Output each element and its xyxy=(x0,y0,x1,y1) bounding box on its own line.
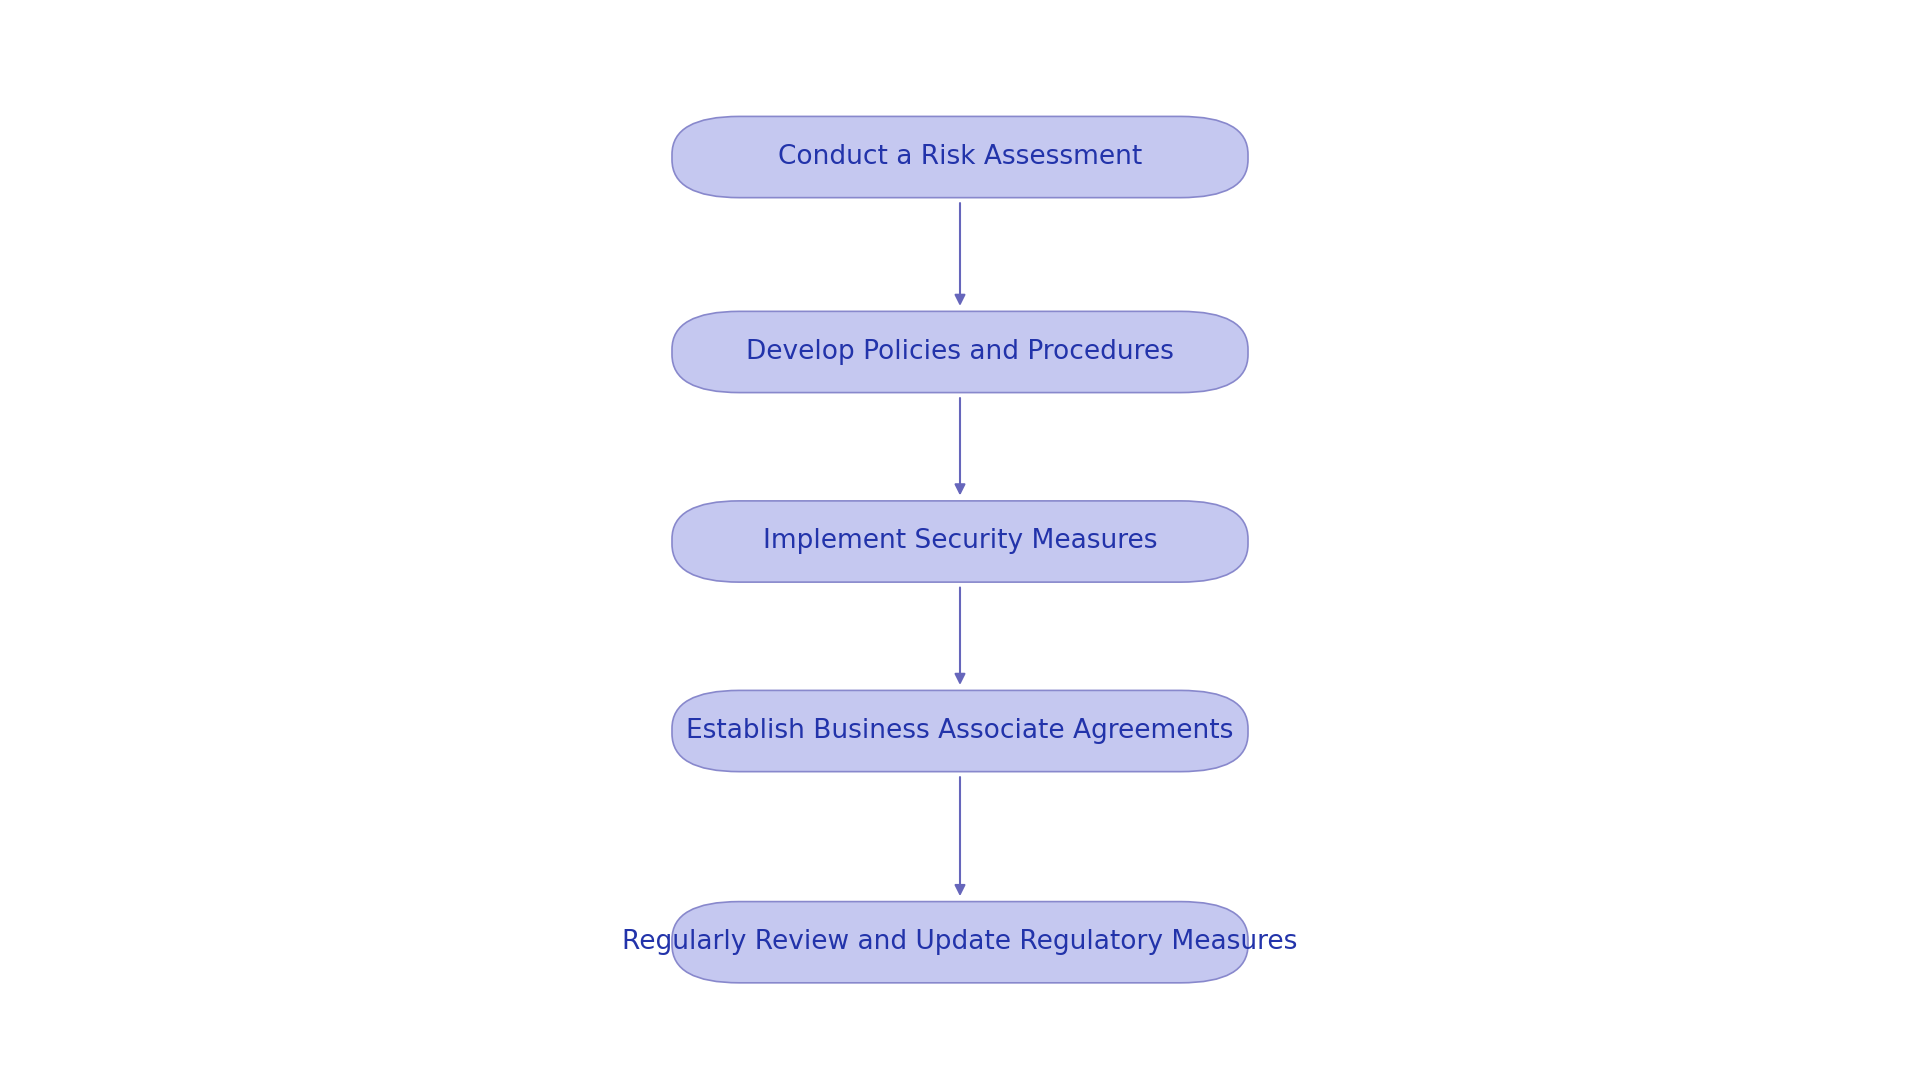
Text: Regularly Review and Update Regulatory Measures: Regularly Review and Update Regulatory M… xyxy=(622,929,1298,955)
FancyBboxPatch shape xyxy=(672,691,1248,772)
Text: Conduct a Risk Assessment: Conduct a Risk Assessment xyxy=(778,144,1142,170)
FancyBboxPatch shape xyxy=(672,901,1248,983)
FancyBboxPatch shape xyxy=(672,117,1248,198)
Text: Implement Security Measures: Implement Security Measures xyxy=(762,529,1158,554)
FancyBboxPatch shape xyxy=(672,312,1248,393)
Text: Establish Business Associate Agreements: Establish Business Associate Agreements xyxy=(685,718,1235,744)
Text: Develop Policies and Procedures: Develop Policies and Procedures xyxy=(747,339,1173,365)
FancyBboxPatch shape xyxy=(672,500,1248,583)
